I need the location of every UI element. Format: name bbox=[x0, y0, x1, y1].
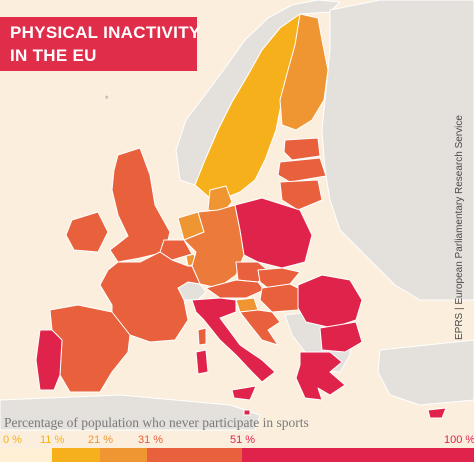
legend-color-bar bbox=[0, 448, 474, 462]
legend-tick-31: 31 % bbox=[138, 434, 164, 446]
legend-tick-0: 0 % bbox=[3, 434, 22, 446]
legend-caption: Percentage of population who never parti… bbox=[4, 415, 309, 430]
country-uk bbox=[109, 147, 171, 263]
country-italy-sicily bbox=[231, 385, 257, 401]
legend-segment-0 bbox=[0, 448, 53, 462]
country-romania bbox=[297, 274, 363, 329]
legend-segment-2 bbox=[99, 448, 147, 462]
country-italy bbox=[191, 297, 276, 383]
legend-segment-3 bbox=[146, 448, 242, 462]
country-hungary bbox=[259, 283, 307, 313]
country-lithuania bbox=[279, 179, 323, 211]
legend-tick-100: 100 % bbox=[444, 434, 474, 446]
country-slovakia bbox=[257, 267, 301, 289]
country-cyprus bbox=[427, 407, 447, 419]
title-line-2: IN THE EU bbox=[10, 46, 97, 65]
country-finland bbox=[279, 13, 329, 131]
country-ireland bbox=[65, 211, 109, 253]
country-turkey bbox=[377, 339, 474, 406]
country-italy-sardinia bbox=[195, 349, 209, 375]
country-france-corsica bbox=[197, 327, 207, 346]
map-marker-dot: * bbox=[105, 94, 109, 104]
title-line-1: PHYSICAL INACTIVITY bbox=[10, 23, 201, 42]
legend-segment-1 bbox=[52, 448, 100, 462]
country-africa bbox=[0, 394, 261, 431]
country-portugal bbox=[35, 329, 63, 391]
country-malta bbox=[243, 409, 251, 416]
country-estonia bbox=[283, 137, 321, 161]
legend-segment-4 bbox=[241, 448, 474, 462]
country-russia-belarus-ukraine bbox=[321, 0, 474, 301]
legend-tick-11: 11 % bbox=[40, 434, 65, 446]
legend-tick-21: 21 % bbox=[88, 434, 114, 446]
legend-tick-51: 51 % bbox=[230, 434, 256, 446]
country-croatia bbox=[239, 309, 281, 346]
country-bulgaria bbox=[319, 321, 363, 353]
source-label: EPRS | European Parliamentary Research S… bbox=[454, 115, 465, 340]
country-greece bbox=[295, 351, 346, 401]
title-box: PHYSICAL INACTIVITY IN THE EU bbox=[0, 17, 200, 71]
country-belgium bbox=[159, 239, 193, 261]
country-france bbox=[99, 251, 201, 343]
country-poland bbox=[234, 197, 313, 269]
country-latvia bbox=[277, 157, 327, 183]
